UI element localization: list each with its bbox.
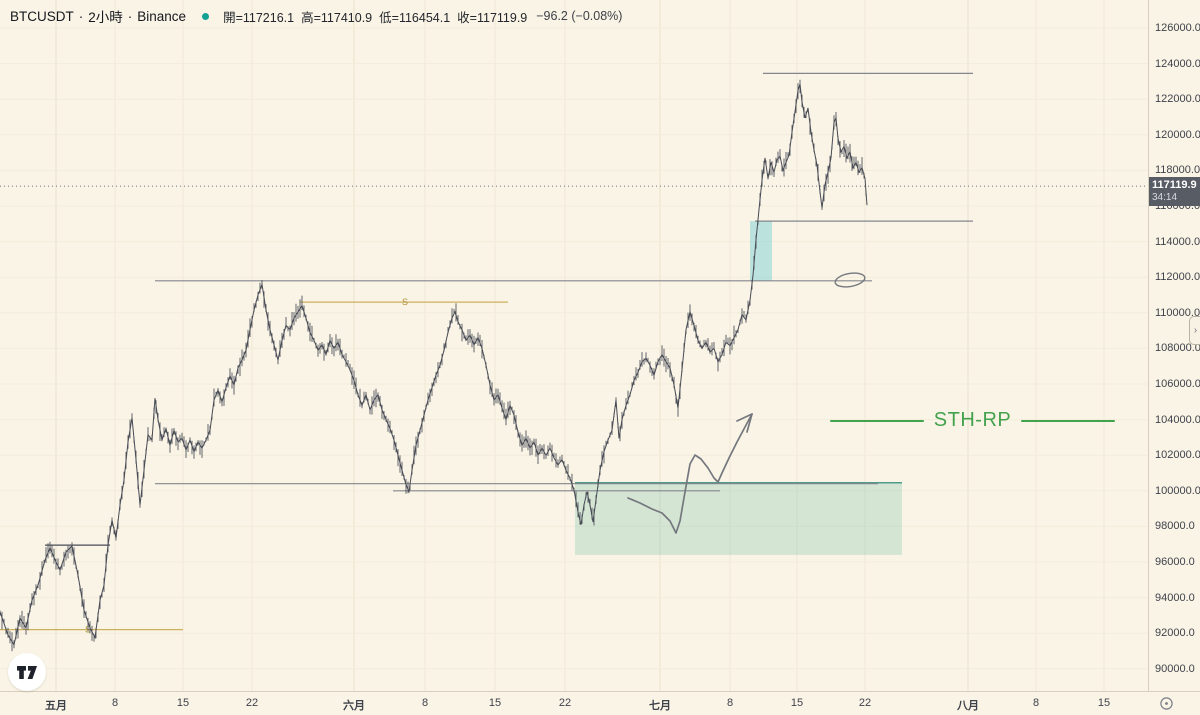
chart-legend: BTCUSDT · 2小時 · Binance 開=117216.1 高=117… xyxy=(10,6,622,26)
price-tick-label: 102000.0 xyxy=(1155,449,1200,461)
tradingview-logo[interactable] xyxy=(8,653,46,691)
time-tick-label: 五月 xyxy=(45,700,67,712)
close-value: 117119.9 xyxy=(476,10,528,25)
sth-rp-line-left xyxy=(830,419,924,422)
low-label: 低= xyxy=(379,10,399,25)
time-tick-label: 15 xyxy=(176,697,190,709)
ohlc-values: 開=117216.1 高=117410.9 低=116454.1 收=11711… xyxy=(223,7,622,26)
price-tick-label: 114000.0 xyxy=(1155,236,1200,248)
price-bars[interactable] xyxy=(0,79,868,652)
price-tick-label: 112000.0 xyxy=(1155,271,1200,283)
price-tick-label: 92000.0 xyxy=(1155,627,1195,639)
time-tick-label: 22 xyxy=(858,697,872,709)
price-tick-label: 100000.0 xyxy=(1155,485,1200,497)
price-tick-label: 94000.0 xyxy=(1155,592,1195,604)
time-axis[interactable]: 五月 8 15 22 六月 8 15 22 七月 8 15 22 八月 8 15 xyxy=(0,691,1200,715)
yellow-s-line-1[interactable]: S xyxy=(300,297,508,307)
expand-panel-chevron-button[interactable]: › xyxy=(1189,316,1200,345)
price-tick-label: 90000.0 xyxy=(1155,663,1195,675)
high-value: 117410.9 xyxy=(320,10,373,25)
bar-countdown: 34:14 xyxy=(1152,192,1178,203)
hand-drawn-ellipse[interactable] xyxy=(834,271,866,289)
clock-icon xyxy=(1159,696,1173,710)
sth-rp-label: STH-RP xyxy=(933,409,1012,432)
s-label: S xyxy=(402,297,408,307)
exchange-label[interactable]: Binance xyxy=(137,8,187,24)
open-value: 117216.1 xyxy=(242,10,295,25)
sth-rp-annotation[interactable]: STH-RP xyxy=(830,409,1116,432)
time-tick-label: 22 xyxy=(558,697,572,709)
price-tick-label: 126000.0 xyxy=(1155,22,1200,34)
time-tick-label: 8 xyxy=(1032,697,1040,709)
time-tick-label: 六月 xyxy=(343,700,365,712)
price-tick-label: 106000.0 xyxy=(1155,378,1200,390)
time-tick-label: 15 xyxy=(1097,697,1111,709)
time-tick-label: 七月 xyxy=(649,700,671,712)
timezone-clock-button[interactable] xyxy=(1157,695,1175,711)
time-tick-label: 八月 xyxy=(957,700,979,712)
price-tick-label: 118000.0 xyxy=(1155,164,1200,176)
separator: · xyxy=(127,8,133,24)
low-value: 116454.1 xyxy=(398,10,451,25)
price-tick-label: 108000.0 xyxy=(1155,342,1200,354)
current-price-badge: 117119.9 34:14 xyxy=(1149,177,1200,206)
price-tick-label: 120000.0 xyxy=(1155,129,1200,141)
price-axis[interactable]: 117119.9 34:14 126000.0 124000.0 122000.0 1… xyxy=(1148,0,1200,691)
interval-label[interactable]: 2小時 xyxy=(88,10,123,25)
symbol-name[interactable]: BTCUSDT xyxy=(10,8,74,24)
time-tick-label: 8 xyxy=(421,697,429,709)
time-tick-label: 22 xyxy=(245,697,259,709)
chart-svg[interactable]: SS xyxy=(0,0,1148,691)
grid-lines xyxy=(0,0,1148,691)
market-status-dot-icon xyxy=(202,12,210,20)
current-price-value: 117119.9 xyxy=(1152,179,1197,191)
price-tick-label: 110000.0 xyxy=(1155,307,1200,319)
sth-rp-line-right xyxy=(1021,419,1116,422)
time-tick-label: 15 xyxy=(488,697,502,709)
open-label: 開= xyxy=(223,10,243,25)
price-tick-label: 122000.0 xyxy=(1155,93,1200,105)
tradingview-logo-icon xyxy=(17,666,37,679)
price-tick-label: 96000.0 xyxy=(1155,556,1195,568)
time-tick-label: 8 xyxy=(111,697,119,709)
time-tick-label: 15 xyxy=(790,697,804,709)
separator: · xyxy=(78,8,84,24)
price-tick-label: 104000.0 xyxy=(1155,414,1200,426)
price-tick-label: 124000.0 xyxy=(1155,58,1200,70)
hand-drawn-arrow[interactable] xyxy=(627,413,753,534)
close-label: 收= xyxy=(457,10,477,25)
chevron-right-icon: › xyxy=(1193,325,1198,336)
time-tick-label: 8 xyxy=(726,697,734,709)
change-value: −96.2 (−0.08%) xyxy=(536,9,623,23)
demand-zone-box[interactable] xyxy=(575,482,902,555)
high-label: 高= xyxy=(301,10,321,25)
price-tick-label: 98000.0 xyxy=(1155,520,1195,532)
